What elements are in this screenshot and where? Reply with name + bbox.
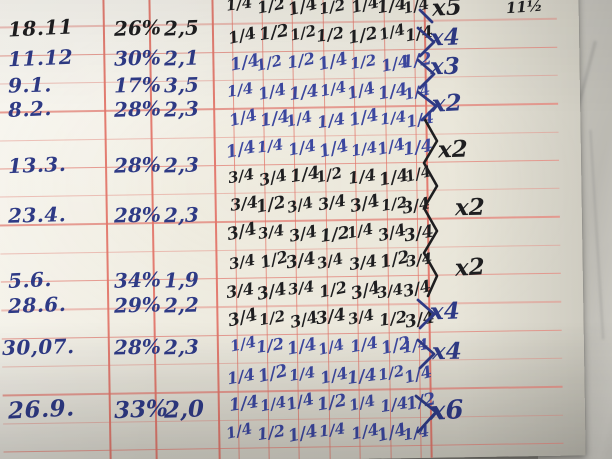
cell-decimal: 2,3 [163,334,200,360]
cell-percent: 29% [113,292,162,318]
fraction-cell: 3/4 [256,220,286,243]
cell-date: 8.2. [7,95,53,123]
cell-decimal: 2,5 [163,15,200,41]
fraction-cell: 1/4 [345,219,375,243]
cell-percent: 28% [113,152,162,178]
fraction-cell: 1/2 [254,334,286,358]
cell-date: 9.1. [7,72,53,98]
fraction-cell: 3/4 [402,221,436,247]
fraction-cell: 1/2 [400,49,434,74]
fraction-cell: 1/4 [225,78,255,101]
multiplier-annotation: x2 [454,193,485,222]
fraction-cell: 3/4 [375,279,405,302]
fraction-cell: 3/4 [226,164,256,188]
multiplier-annotation: x4 [431,337,462,366]
fraction-cell: 1/2 [376,361,406,385]
cell-date: 13.3. [7,151,67,179]
fraction-cell: 3/4 [404,249,434,271]
fraction-cell: 3/4 [224,278,256,302]
fraction-cell: 1/2 [314,23,346,46]
fraction-cell: 1/2 [257,20,291,46]
fraction-cell: 1/4 [255,134,285,157]
fraction-cell: 1/4 [286,135,318,160]
multiplier-annotation: x2 [437,135,469,164]
column-rule [211,0,221,459]
cell-decimal: 1,9 [163,267,200,293]
cell-decimal: 2,1 [163,45,200,71]
multiplier-annotation: x4 [429,23,461,52]
cell-decimal: 2,0 [163,395,205,424]
fraction-cell: 1/4 [287,80,320,105]
column-rule [102,0,112,459]
cell-date: 30,07. [1,333,75,361]
fraction-cell: 3/4 [347,251,379,275]
fraction-cell: 1/4 [401,135,435,160]
fraction-cell: 1/2 [317,0,347,18]
cell-percent: 30% [113,45,162,71]
cell-decimal: 3,5 [163,72,200,98]
fraction-cell: 1/4 [378,107,408,129]
cell-date: 23.4. [7,202,67,228]
multiplier-annotation: x5 [431,0,463,22]
fraction-cell: 1/4 [318,77,348,101]
multiplier-annotation: x4 [429,297,461,326]
cell-date: 5.6. [7,266,53,294]
multiplier-annotation: x3 [429,52,460,81]
fraction-cell: 1/4 [317,418,347,441]
fraction-cell: 1/4 [224,0,254,15]
cell-percent: 17% [113,72,162,98]
cell-percent: 28% [113,334,162,360]
fraction-cell: 1/4 [400,335,430,358]
multiplier-annotation: x2 [454,253,486,282]
ruled-line [3,442,564,453]
fraction-cell: 3/4 [314,304,348,330]
cell-percent: 28% [113,202,162,228]
cell-date: 18.11 [7,14,74,42]
cell-decimal: 2,3 [163,152,200,178]
fraction-cell: 1/4 [315,109,347,133]
fraction-cell: 1/2 [317,277,349,302]
top-note-annotation: 11½ [505,0,544,18]
fraction-cell: 1/4 [401,421,431,444]
cell-date: 28.6. [7,291,67,319]
cell-percent: 26% [113,15,162,41]
fraction-cell: 1/4 [287,362,317,385]
cell-percent: 28% [113,96,162,122]
fraction-cell: 1/4 [225,364,257,388]
cell-date: 26.9. [7,394,76,425]
cell-percent: 33% [113,394,169,425]
fraction-cell: 1/2 [257,306,287,330]
fraction-cell: 1/4 [346,165,378,188]
fraction-cell: 1/2 [348,51,378,74]
multiplier-annotation: x2 [431,89,463,118]
cell-decimal: 2,3 [163,202,200,228]
fraction-cell: 1/4 [345,364,379,389]
cell-percent: 34% [113,267,162,293]
fraction-cell: 1/4 [227,392,260,417]
fraction-cell: 3/4 [286,276,316,299]
fraction-cell: 1/2 [255,420,287,444]
multiplier-annotation: x6 [429,395,465,427]
cell-decimal: 2,2 [163,292,200,318]
fraction-cell: 1/4 [349,137,379,160]
cell-date: 11.12 [7,44,74,72]
cell-decimal: 2,3 [163,96,200,122]
